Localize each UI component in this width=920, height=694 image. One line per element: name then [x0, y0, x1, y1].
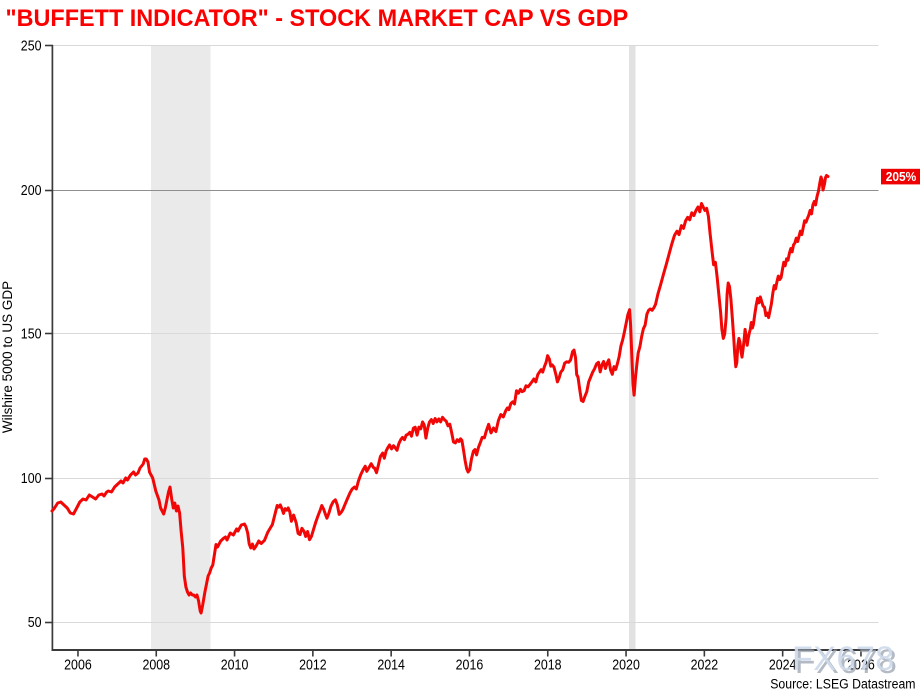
- svg-text:2008: 2008: [142, 657, 170, 673]
- svg-text:2016: 2016: [456, 657, 484, 673]
- svg-text:"BUFFETT INDICATOR" - STOCK MA: "BUFFETT INDICATOR" - STOCK MARKET CAP V…: [6, 6, 629, 32]
- svg-text:2026: 2026: [847, 657, 875, 673]
- svg-text:2018: 2018: [534, 657, 562, 673]
- svg-text:Wilshire 5000 to US GDP: Wilshire 5000 to US GDP: [0, 281, 15, 433]
- svg-text:200: 200: [21, 182, 42, 198]
- svg-text:2014: 2014: [377, 657, 405, 673]
- svg-text:2024: 2024: [769, 657, 797, 673]
- svg-text:150: 150: [21, 326, 42, 342]
- svg-text:2022: 2022: [691, 657, 719, 673]
- svg-text:FX678: FX678: [795, 643, 898, 681]
- svg-text:2006: 2006: [64, 657, 92, 673]
- svg-text:205%: 205%: [886, 170, 917, 185]
- svg-text:50: 50: [28, 614, 42, 630]
- svg-text:250: 250: [21, 38, 42, 54]
- svg-text:2010: 2010: [221, 657, 249, 673]
- svg-text:FX678: FX678: [792, 640, 895, 678]
- svg-text:2012: 2012: [299, 657, 327, 673]
- svg-text:Source: LSEG Datastream: Source: LSEG Datastream: [770, 676, 915, 692]
- svg-text:2020: 2020: [612, 657, 640, 673]
- svg-text:100: 100: [21, 470, 42, 486]
